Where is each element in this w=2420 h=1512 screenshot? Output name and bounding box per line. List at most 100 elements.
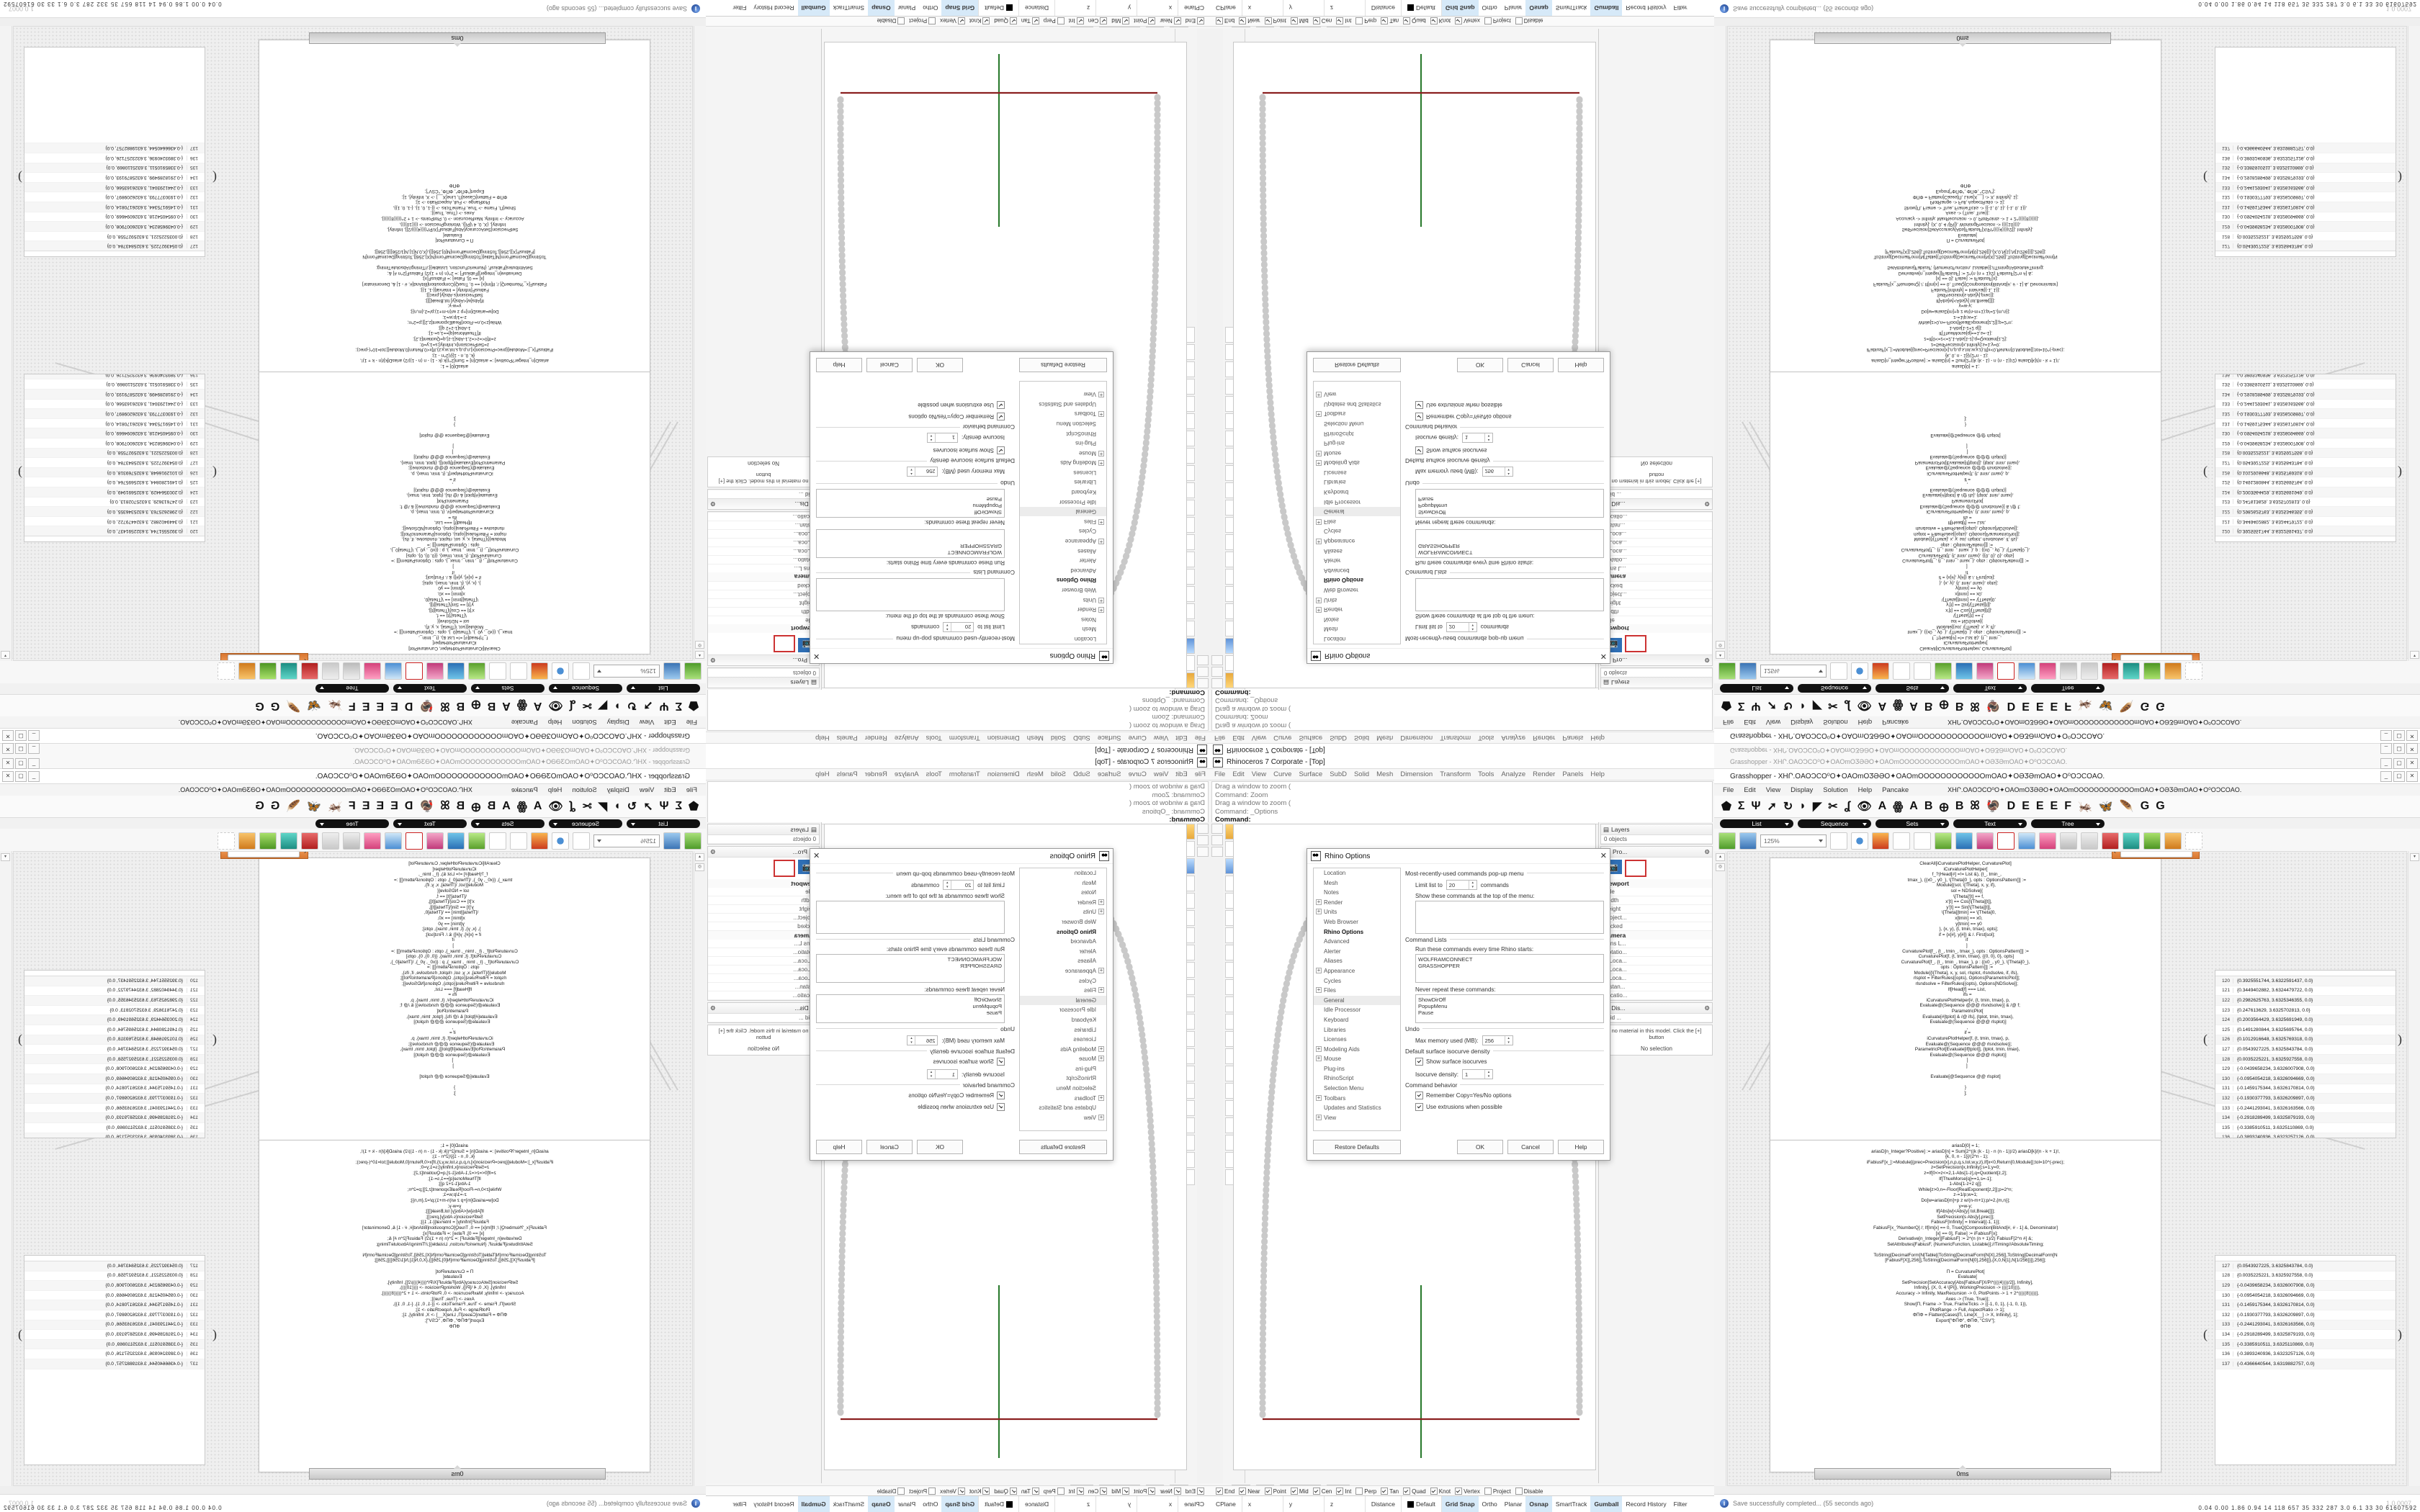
table-row[interactable]: 127 {0.0543927225, 3.6325843784, 0.0} [2215, 240, 2396, 251]
options-tree-item-plug-ins[interactable]: Plug-ins [1324, 440, 1345, 447]
ribbon-component-icon-12[interactable]: A [1909, 700, 1918, 712]
gh-window-buttons[interactable]: _ ▢ ✕ [2380, 771, 2418, 782]
table-row[interactable]: 131 {-0.1459175344, 3.6326170814, 0.0} [24, 418, 205, 428]
checkbox-icon-osnap-mid[interactable] [1290, 1488, 1298, 1495]
sidebar-btn-3[interactable] [1211, 655, 1223, 665]
gh-ghost-close-icon[interactable]: ✕ [2, 743, 14, 754]
table-row[interactable]: 129 {-0.0439658234, 3.6326007908, 0.0} [2215, 438, 2396, 448]
ribbon-component-icon-24[interactable]: 🦋 [2098, 801, 2113, 813]
options-tree-item-advanced[interactable]: Advanced [1324, 567, 1350, 574]
grasshopper-left-rail[interactable]: ▴ ◎ [694, 851, 706, 1486]
rhino-menu-subd[interactable]: SubD [1073, 770, 1090, 778]
ribbon-component-icon-10[interactable]: A [1878, 800, 1887, 812]
checkbox-icon-osnap-disable[interactable] [1515, 1488, 1523, 1495]
table-row[interactable]: 131 {-0.1459175344, 3.6326170814, 0.0} [24, 1300, 205, 1310]
status-toggle-record-history[interactable]: Record History [1626, 4, 1667, 12]
close-icon[interactable]: ✕ [1600, 852, 1607, 860]
options-tree-item-render[interactable]: Render [1020, 605, 1106, 615]
never-repeat-input[interactable]: ShowDirOff PopupMenu Pause [816, 994, 1005, 1023]
options-tree-item-alerter[interactable]: Alerter [1079, 557, 1096, 564]
timing-label-0ms[interactable]: 0ms [1814, 1465, 2111, 1480]
zoom-level-select[interactable]: 125% [1760, 665, 1827, 678]
checkbox-icon-osnap-near[interactable] [1239, 17, 1247, 24]
table-row[interactable]: 137 {-0.4366640544, 3.6319882757, 0.0} [24, 143, 205, 153]
status-toggle-smarttrack[interactable]: SmartTrack [1555, 4, 1587, 12]
spinner-arrows-icon[interactable]: ▴ ▾ [1468, 881, 1476, 889]
rhino-menu-analyze[interactable]: Analyze [894, 770, 919, 778]
options-tree-item-appearance[interactable]: Appearance [1020, 536, 1106, 546]
maxmem-value[interactable]: 256 [926, 1037, 936, 1044]
ribbon-component-icon-0[interactable]: ⬟ [1721, 699, 1731, 711]
osnap-end[interactable]: End [1216, 1488, 1234, 1495]
sidebar-btn-1[interactable] [1197, 678, 1209, 688]
ribbon-component-icon-26[interactable]: G [2140, 800, 2150, 812]
grasshopper-category-tabs[interactable]: List Sequence Sets Text Tree [1714, 683, 2420, 694]
ribbon-component-icon-8[interactable]: ʆ [569, 800, 576, 812]
preview-eye-icon[interactable] [1851, 832, 1868, 850]
cancel-button[interactable]: Cancel [1507, 1140, 1554, 1154]
table-row[interactable]: 136 {-0.3893240936, 3.6323257126, 0.0} [2215, 1133, 2396, 1138]
rhino-properties-panel[interactable]: ▤ Layers 0 objects Pro... ⚙ [706, 29, 822, 690]
ribbon-component-icon-24[interactable]: 🦋 [2098, 699, 2113, 711]
options-tree-item-mesh[interactable]: Mesh [1324, 879, 1338, 886]
options-tree-item-libraries[interactable]: Libraries [1324, 1026, 1346, 1033]
options-tree-item-toolbars[interactable]: Toolbars [1020, 409, 1106, 419]
osnap-vertex[interactable]: Vertex [940, 1488, 965, 1495]
sidebar-btn-3[interactable] [1211, 847, 1223, 857]
status-toggle-grid-snap[interactable]: Grid Snap [941, 1496, 979, 1512]
ribbon-component-icon-20[interactable]: E [2035, 700, 2044, 712]
osnap-quad[interactable]: Quad [994, 17, 1017, 24]
cluster-orange-icon[interactable] [238, 662, 256, 680]
gh-window-buttons[interactable]: _ ▢ ✕ [2, 730, 40, 741]
gh-menu-solution[interactable]: Solution [572, 718, 597, 726]
options-tree-item-files[interactable]: Files [1314, 516, 1400, 526]
ribbon-component-icon-22[interactable]: F [2064, 700, 2071, 712]
gh-window-buttons[interactable]: _ ▢ ✕ [2380, 730, 2418, 741]
osnap-end[interactable]: End [1186, 1488, 1204, 1495]
checkbox-icon-osnap-end[interactable] [1197, 17, 1204, 24]
mathematica-code-panel-2[interactable]: ariasD[0] = 1; ariasD[n_Integer?Positive… [259, 40, 650, 372]
table-row[interactable]: 136 {-0.3893240936, 3.6323257126, 0.0} [2215, 1349, 2396, 1359]
rhino-menu-panels[interactable]: Panels [836, 734, 858, 742]
status-toggle-smarttrack[interactable]: SmartTrack [1555, 1500, 1587, 1508]
gh-menu-solution[interactable]: Solution [572, 786, 597, 794]
status-cplane[interactable]: CPlane [1210, 0, 1242, 16]
ribbon-component-icon-8[interactable]: ʆ [569, 700, 576, 712]
gh-menu-file[interactable]: File [686, 786, 697, 794]
status-toggle-planar[interactable]: Planar [1504, 1500, 1523, 1508]
help-button[interactable]: Help [816, 1140, 862, 1154]
gh-menu-pancake[interactable]: Pancake [1882, 718, 1909, 726]
wolfram-connect-icon[interactable] [447, 662, 465, 680]
data-table-upper[interactable]: 120 {0.3925551744, 3.6322591437, 0.0} 121{… [24, 970, 205, 1138]
restore-defaults-button[interactable]: Restore Defaults [1019, 358, 1107, 372]
options-tree-item-plug-ins[interactable]: Plug-ins [1324, 1065, 1345, 1072]
limit-list-value[interactable]: 20 [1448, 881, 1456, 888]
save-file-icon[interactable] [1739, 832, 1757, 850]
table-row[interactable]: 129 {-0.0439658234, 3.6326007908, 0.0} [24, 221, 205, 231]
show-top-input[interactable] [1415, 578, 1604, 611]
ribbon-component-icon-15[interactable]: B [456, 700, 465, 712]
rail-scroll-up-icon[interactable]: ▴ [1716, 853, 1725, 861]
gh-minimize-icon[interactable]: _ [2380, 730, 2392, 741]
options-tree-item-files[interactable]: Files [1020, 986, 1106, 996]
checkbox-icon-osnap-tan[interactable] [1031, 1488, 1039, 1495]
options-tree-item-keyboard[interactable]: Keyboard [1071, 489, 1096, 496]
table-row[interactable]: 122 {0.2982625763, 3.6325346355, 0.0} [24, 506, 205, 516]
upload-icon[interactable] [468, 832, 485, 850]
gh-maximize-icon[interactable]: ▢ [15, 730, 27, 741]
limit-list-spinner[interactable]: 20 ▴ ▾ [1446, 622, 1477, 632]
table-row[interactable]: 126 {0.1012916648, 3.6325769318, 0.0} [2215, 467, 2396, 477]
options-tree-item-web-browser[interactable]: Web Browser [1062, 918, 1096, 925]
options-tree-item-rhinoscript[interactable]: RhinoScript [1066, 1075, 1096, 1082]
mathematica-code-panel-1[interactable]: ClearAll[iCurvaturePlotHelper, Curvature… [1770, 369, 2161, 654]
rail-widget-icon[interactable]: ◎ [1716, 863, 1725, 871]
ribbon-component-icon-21[interactable]: E [362, 800, 370, 812]
rhino-menu-view[interactable]: View [1251, 770, 1267, 778]
gh-menu-display[interactable]: Display [1791, 786, 1814, 794]
checkbox-icon-osnap-quad[interactable] [1403, 17, 1411, 24]
table-row[interactable]: 125 {0.1491280844, 3.6325695764, 0.0} [2215, 477, 2396, 487]
checkbox-icon-extrusions[interactable] [1415, 401, 1423, 409]
osnap-project[interactable]: Project [909, 17, 936, 24]
gear-icon[interactable]: ⚙ [710, 657, 716, 665]
gh-menu-edit[interactable]: Edit [664, 786, 676, 794]
